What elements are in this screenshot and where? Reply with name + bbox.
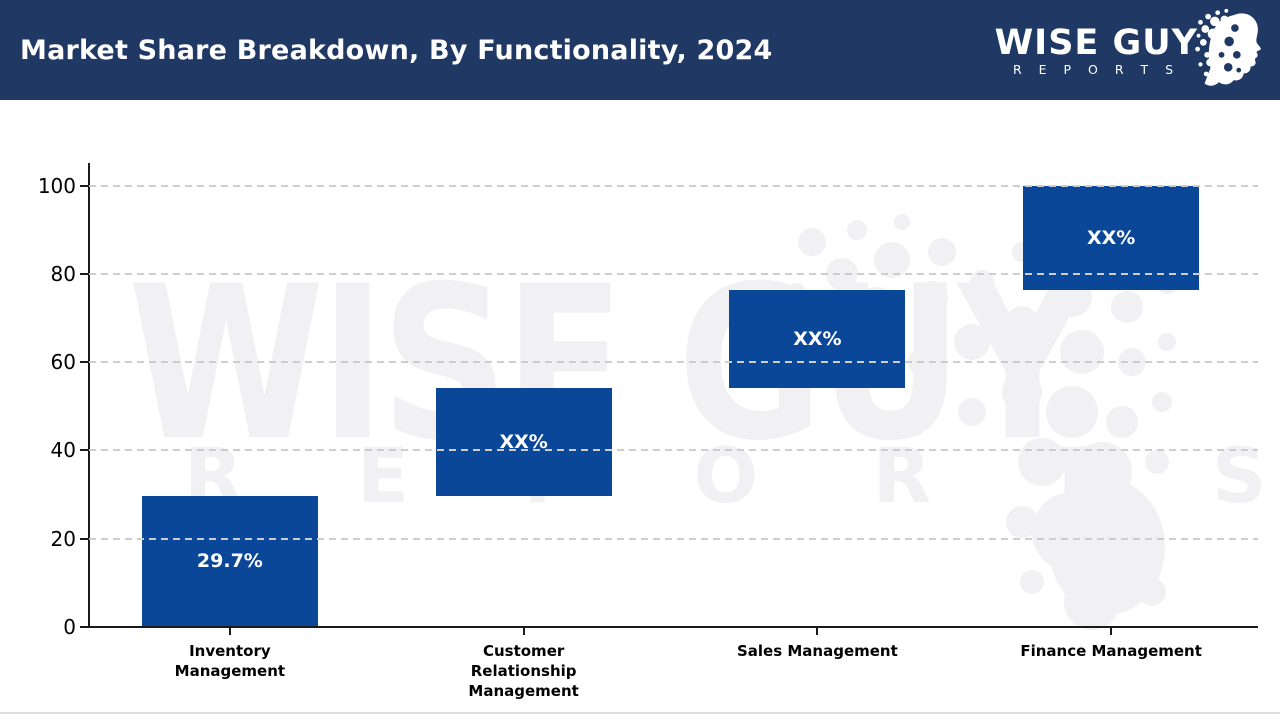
page-title: Market Share Breakdown, By Functionality… bbox=[20, 34, 773, 66]
x-axis-tick bbox=[522, 628, 525, 635]
x-axis-category-label: Finance Management bbox=[1020, 642, 1202, 660]
y-axis-tick bbox=[80, 361, 88, 364]
x-axis-category-label: Inventory Management bbox=[174, 642, 286, 680]
x-axis-tick bbox=[816, 628, 819, 635]
bar-value-label: XX% bbox=[1086, 227, 1136, 250]
x-axis-tick bbox=[228, 628, 231, 635]
brand-subtitle: R E P O R T S bbox=[1013, 62, 1180, 78]
gridline bbox=[89, 272, 1258, 275]
brand-name: WISE GUY bbox=[994, 22, 1198, 63]
y-axis-tick bbox=[80, 626, 88, 628]
bar-value-label: XX% bbox=[793, 327, 842, 350]
x-axis-tick bbox=[1110, 628, 1113, 635]
y-axis-tick bbox=[80, 272, 88, 275]
gridline bbox=[89, 537, 1258, 540]
y-axis-tick bbox=[80, 184, 88, 187]
gridline bbox=[89, 184, 1258, 187]
y-axis-tick-label: 80 bbox=[50, 261, 76, 286]
brand-logo-text: WISE GUY R E P O R T S bbox=[994, 22, 1198, 78]
bar-value-label: 29.7% bbox=[196, 550, 263, 573]
header-band: Market Share Breakdown, By Functionality… bbox=[0, 0, 1280, 100]
gridline bbox=[89, 361, 1258, 364]
waterfall-bar bbox=[141, 495, 318, 627]
waterfall-bar bbox=[729, 290, 906, 388]
brand-face-icon bbox=[1195, 8, 1261, 86]
waterfall-bar bbox=[435, 387, 612, 496]
footer-divider bbox=[0, 712, 1280, 714]
y-axis-spine bbox=[88, 163, 90, 627]
y-axis-tick-label: 0 bbox=[63, 615, 76, 639]
bar-value-label: XX% bbox=[499, 430, 548, 453]
y-axis-tick-label: 20 bbox=[50, 526, 76, 551]
y-axis-tick-label: 60 bbox=[50, 350, 76, 375]
gridline bbox=[89, 449, 1258, 452]
x-axis-category-label: Sales Management bbox=[736, 642, 898, 660]
y-axis-tick bbox=[80, 449, 88, 452]
y-axis-tick-label: 100 bbox=[37, 173, 76, 198]
x-axis-category-label: Customer Relationship Management bbox=[468, 642, 579, 700]
y-axis-tick-label: 40 bbox=[50, 438, 76, 463]
brand-logo: WISE GUY R E P O R T S bbox=[995, 8, 1272, 94]
x-axis-spine bbox=[88, 626, 1258, 628]
y-axis-tick bbox=[80, 537, 88, 540]
